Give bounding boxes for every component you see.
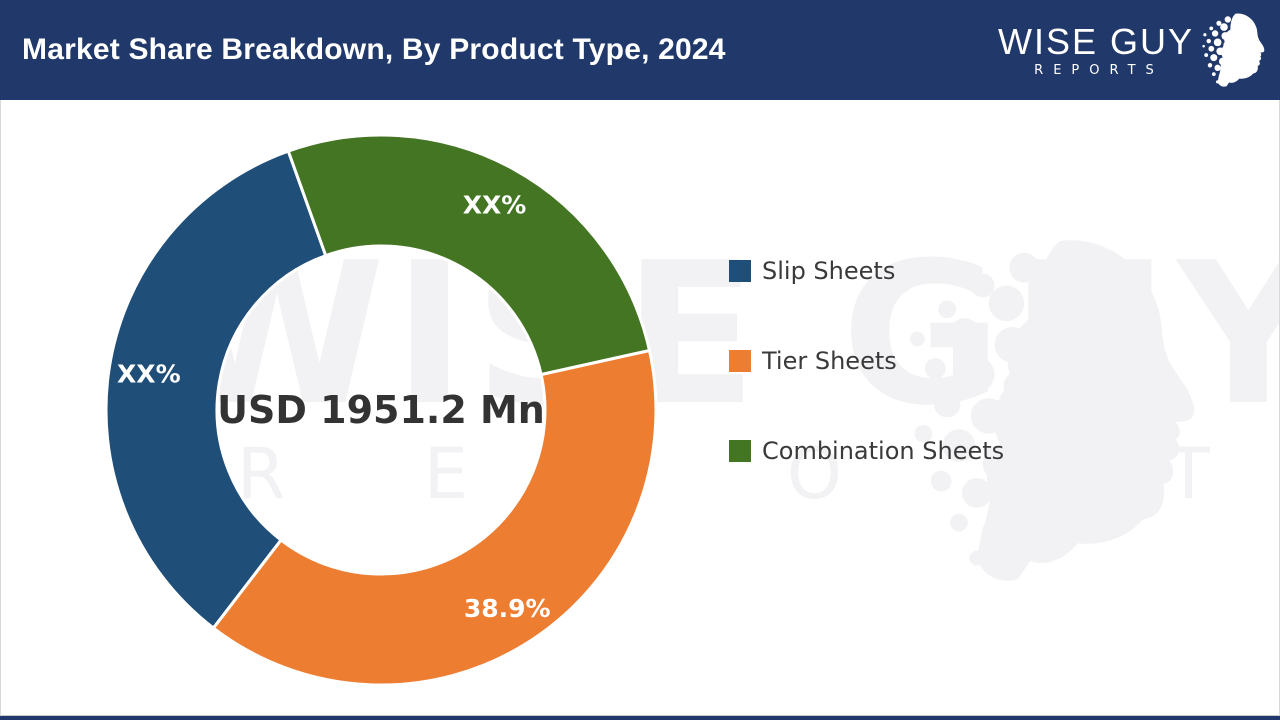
- center-total-label: USD 1951.2 Mn: [217, 388, 545, 432]
- logo-wordmark: WISE GUY REPORTS: [997, 20, 1194, 78]
- page-title: Market Share Breakdown, By Product Type,…: [22, 33, 726, 66]
- legend: Slip Sheets Tier Sheets Combination Sheets: [729, 257, 1004, 465]
- legend-label: Slip Sheets: [762, 257, 896, 285]
- donut-segment-tier-sheets: [211, 348, 658, 687]
- wiseguy-logo: WISE GUY REPORTS: [998, 11, 1266, 89]
- legend-swatch: [729, 440, 751, 462]
- segment-label-combination-sheets: XX%: [463, 190, 527, 219]
- chart-area: WISE GUY R E P O R T S XX%38.9%XX% USD 1…: [0, 100, 1280, 716]
- legend-label: Tier Sheets: [762, 347, 897, 375]
- donut-chart: XX% 38.9% XX%: [104, 133, 658, 687]
- legend-swatch: [729, 260, 751, 282]
- logo-face-icon: [1202, 13, 1265, 87]
- bottom-accent-bar: [0, 716, 1280, 720]
- donut-segment-slip-sheets: [104, 149, 328, 630]
- legend-item-slip-sheets: Slip Sheets: [729, 257, 1004, 285]
- logo-wordmark-line1: WISE GUY: [997, 20, 1194, 62]
- legend-swatch: [729, 350, 751, 372]
- segment-label-slip-sheets: XX%: [117, 360, 181, 389]
- logo-wordmark-line2: REPORTS: [1034, 62, 1164, 78]
- legend-label: Combination Sheets: [762, 437, 1005, 465]
- segment-label-tier-sheets: 38.9%: [464, 594, 551, 623]
- legend-item-combination-sheets: Combination Sheets: [729, 437, 1004, 465]
- donut-segment-combination-sheets: [286, 133, 651, 376]
- header-bar: Market Share Breakdown, By Product Type,…: [0, 0, 1280, 100]
- legend-item-tier-sheets: Tier Sheets: [729, 347, 1004, 375]
